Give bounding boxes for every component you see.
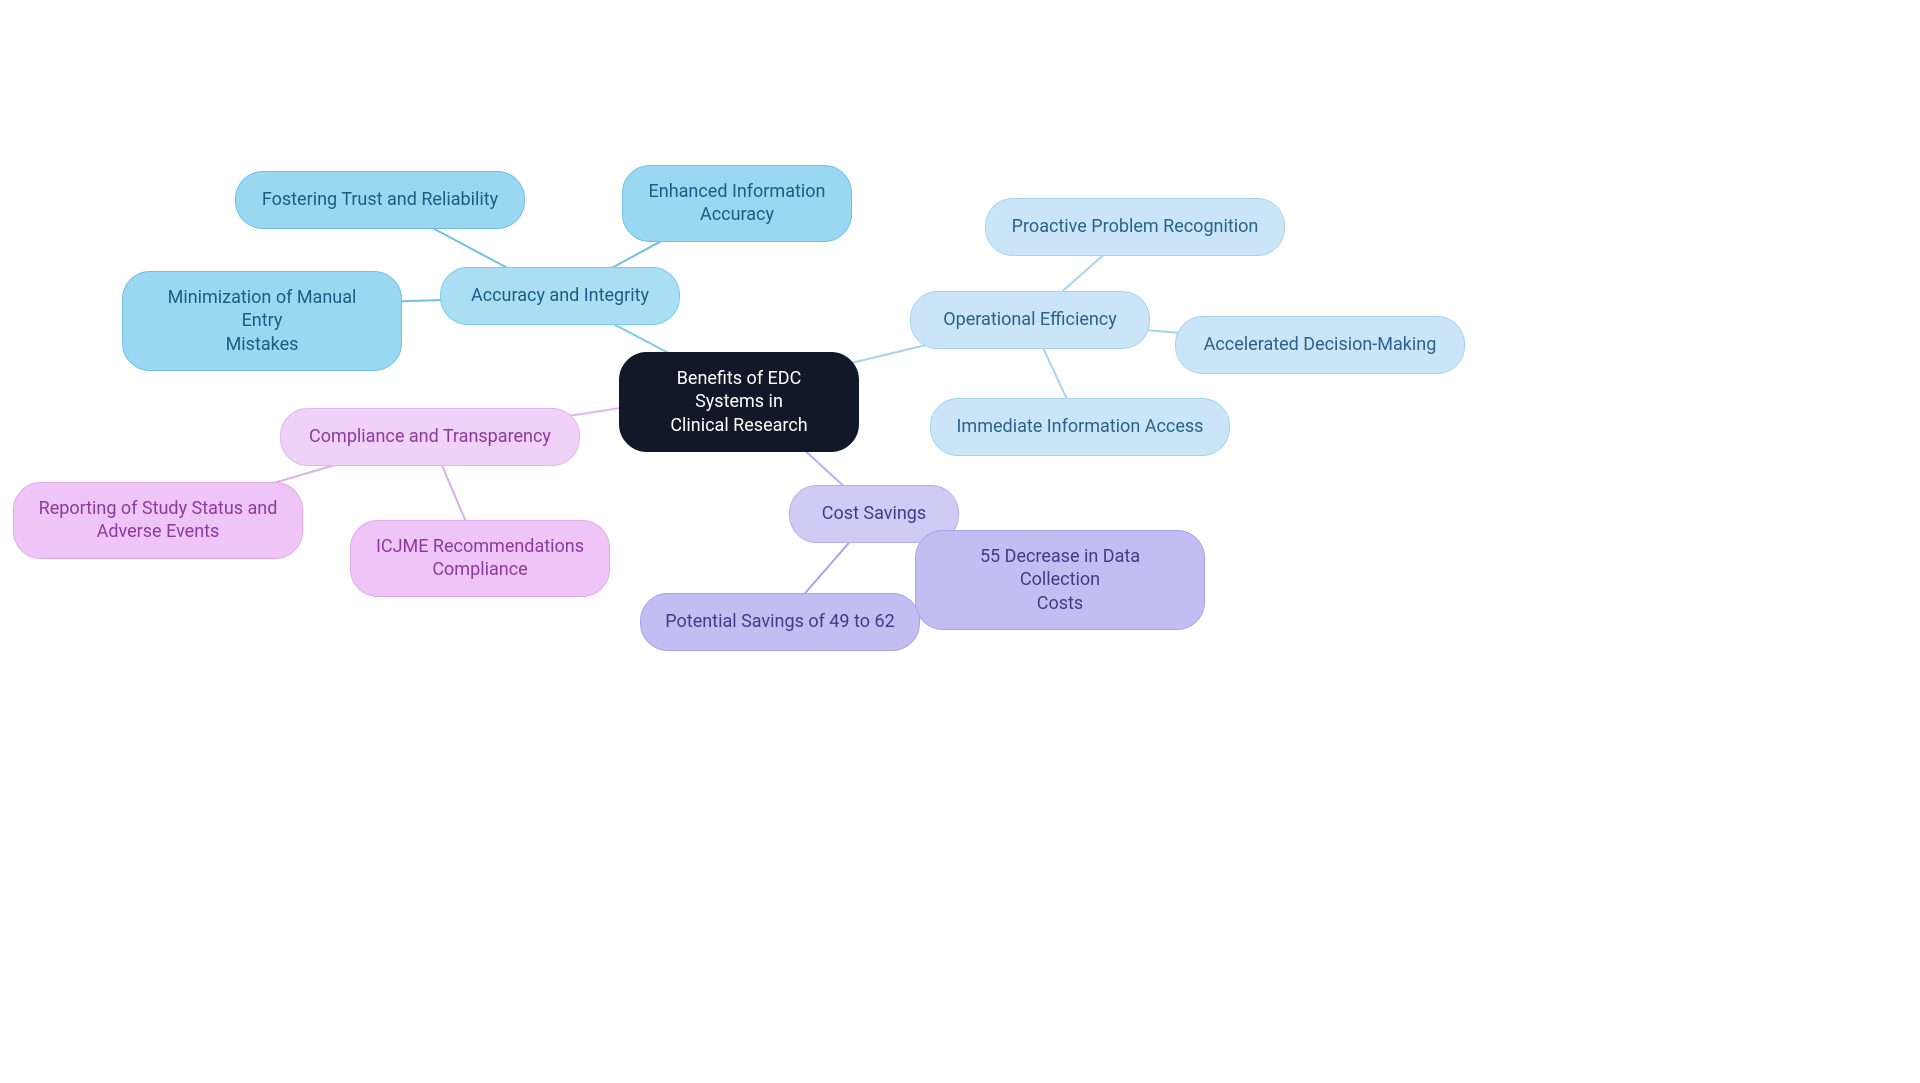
- node-label: Accelerated Decision-Making: [1204, 333, 1437, 356]
- node-compliance-report: Reporting of Study Status and Adverse Ev…: [13, 482, 303, 559]
- node-label: Benefits of EDC Systems in Clinical Rese…: [644, 367, 834, 437]
- node-opeff: Operational Efficiency: [910, 291, 1150, 349]
- node-accuracy-enhanced: Enhanced Information Accuracy: [622, 165, 852, 242]
- node-opeff-access: Immediate Information Access: [930, 398, 1230, 456]
- node-label: Fostering Trust and Reliability: [262, 188, 498, 211]
- node-label: Minimization of Manual Entry Mistakes: [147, 286, 377, 356]
- node-label: Accuracy and Integrity: [471, 284, 649, 307]
- node-label: 55 Decrease in Data Collection Costs: [940, 545, 1180, 615]
- node-accuracy-trust: Fostering Trust and Reliability: [235, 171, 525, 229]
- node-cost-55: 55 Decrease in Data Collection Costs: [915, 530, 1205, 630]
- node-compliance: Compliance and Transparency: [280, 408, 580, 466]
- node-cost-49-62: Potential Savings of 49 to 62: [640, 593, 920, 651]
- node-label: Reporting of Study Status and Adverse Ev…: [39, 497, 278, 544]
- node-opeff-proactive: Proactive Problem Recognition: [985, 198, 1285, 256]
- node-label: Compliance and Transparency: [309, 425, 551, 448]
- node-opeff-decision: Accelerated Decision-Making: [1175, 316, 1465, 374]
- node-root: Benefits of EDC Systems in Clinical Rese…: [619, 352, 859, 452]
- node-accuracy: Accuracy and Integrity: [440, 267, 680, 325]
- node-compliance-icjme: ICJME Recommendations Compliance: [350, 520, 610, 597]
- node-label: Potential Savings of 49 to 62: [665, 610, 894, 633]
- node-label: Proactive Problem Recognition: [1012, 215, 1259, 238]
- node-label: Operational Efficiency: [943, 308, 1117, 331]
- node-label: Enhanced Information Accuracy: [649, 180, 826, 227]
- node-label: Immediate Information Access: [957, 415, 1204, 438]
- node-accuracy-manual: Minimization of Manual Entry Mistakes: [122, 271, 402, 371]
- node-label: ICJME Recommendations Compliance: [376, 535, 584, 582]
- node-label: Cost Savings: [822, 502, 926, 525]
